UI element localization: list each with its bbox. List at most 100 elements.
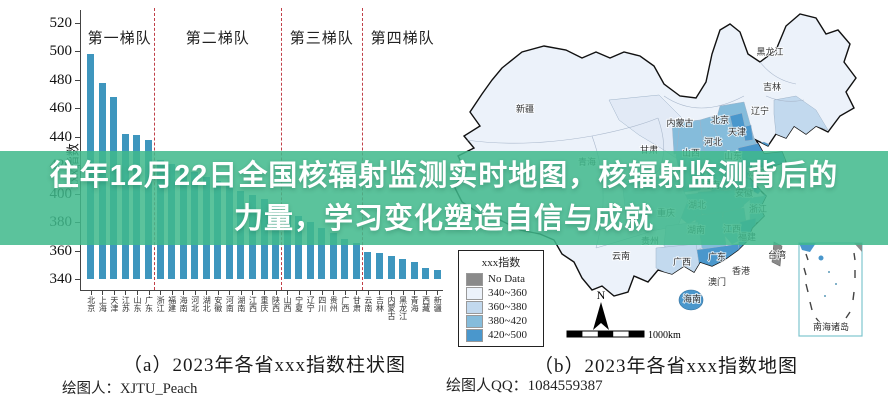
bar [375, 253, 383, 279]
x-category-label: 重庆 [260, 296, 269, 312]
legend-entry: 360~380 [459, 300, 543, 314]
tier-label: 第三梯队 [289, 31, 354, 47]
x-category-label: 青海 [410, 296, 420, 312]
banner-line-1: 往年12月22日全国核辐射监测实时地图，核辐射监测背后的 [49, 160, 839, 192]
y-tick-mark [75, 23, 80, 24]
tier-divider-line [362, 8, 364, 290]
x-category-label: 北京 [86, 296, 96, 312]
x-tick-mark [160, 291, 162, 295]
tier-label: 第二梯队 [185, 31, 250, 47]
province-label: 辽宁 [751, 105, 769, 116]
x-tick-mark [102, 291, 104, 295]
x-tick-mark [321, 291, 323, 295]
x-tick-mark [90, 291, 92, 295]
bar [352, 243, 360, 279]
province-label: 河北 [704, 136, 722, 147]
province-label: 新疆 [516, 103, 534, 114]
province-label: 澳门 [708, 276, 726, 287]
x-tick-mark [252, 291, 254, 295]
x-tick-mark [437, 291, 439, 295]
y-tick-mark [75, 250, 80, 252]
x-category-label: 安徽 [213, 296, 223, 312]
x-category-label: 山西 [283, 296, 293, 312]
x-tick-mark [344, 291, 346, 295]
hainan-island [678, 289, 704, 311]
bar [341, 239, 349, 279]
y-tick-label: 480 [49, 71, 73, 88]
x-category-label: 西藏 [421, 296, 431, 312]
x-tick-mark [356, 291, 358, 295]
legend-entry-label: 380~420 [488, 315, 527, 327]
legend-entry-label: No Data [488, 273, 525, 285]
x-tick-mark [171, 291, 173, 295]
x-tick-mark [264, 291, 265, 295]
y-tick-mark [75, 79, 80, 81]
bar [306, 222, 314, 279]
province-label: 云南 [612, 250, 630, 261]
figure-b-credit: 绘图人QQ：1084559387 [446, 378, 603, 394]
legend-rows: No Data 340~360 360~380 380~420 420~500 [459, 272, 543, 342]
x-category-label: 福建 [167, 296, 177, 312]
bar [295, 216, 303, 279]
province-label: 内蒙古 [666, 117, 693, 128]
legend-entry: 380~420 [459, 314, 543, 328]
map-legend: xxx指数 No Data 340~360 360~380 380~420 420~50… [458, 250, 544, 347]
province-label: 黑龙江 [756, 46, 783, 57]
x-tick-mark [379, 291, 381, 295]
x-tick-mark [333, 291, 335, 295]
y-tick-label: 520 [49, 15, 73, 31]
y-tick-label: 500 [49, 43, 73, 60]
tier-divider-line [154, 8, 156, 290]
bar [422, 267, 430, 279]
x-category-label: 天津 [109, 296, 119, 312]
x-tick-mark [229, 291, 231, 295]
figure-b-caption: （b）2023年各省xxx指数地图 [533, 356, 798, 377]
x-tick-mark [298, 291, 300, 295]
x-tick-mark [402, 291, 404, 295]
x-category-label: 陕西 [271, 296, 281, 312]
province-label: 天津 [728, 127, 746, 137]
bar [318, 227, 326, 279]
x-tick-mark [287, 291, 289, 295]
legend-swatch [466, 328, 483, 342]
x-category-label: 河南 [225, 296, 235, 312]
x-category-label: 辽宁 [306, 296, 316, 312]
x-category-label: 浙江 [156, 296, 166, 312]
x-tick-mark [125, 291, 127, 295]
x-tick-mark [113, 291, 115, 295]
x-tick-mark [310, 291, 312, 295]
legend-entry: No Data [459, 272, 543, 286]
province-label: 吉林 [763, 81, 781, 92]
x-tick-mark [425, 291, 427, 295]
legend-swatch [466, 300, 483, 314]
province-label: 北京 [711, 114, 729, 125]
x-category-label: 内蒙古 [387, 296, 397, 320]
legend-swatch [466, 272, 483, 286]
figure-a-caption: （a）2023年各省xxx指数柱状图 [123, 355, 406, 376]
bar [410, 261, 418, 279]
bar [399, 259, 407, 279]
y-tick-label: 460 [49, 100, 73, 117]
north-arrow: N [593, 288, 609, 330]
legend-entry-label: 420~500 [488, 329, 527, 341]
x-category-label: 湖南 [236, 296, 246, 312]
x-tick-mark [275, 291, 277, 295]
legend-entry: 340~360 [459, 286, 543, 300]
inset-label: 南海诸岛 [813, 321, 849, 332]
legend-swatch [466, 314, 483, 328]
x-category-label: 上海 [98, 296, 108, 312]
scale-bar-label: 1000km [648, 330, 681, 340]
y-tick-label: 360 [49, 242, 73, 259]
tier-label: 第一梯队 [87, 31, 152, 47]
south-china-sea-inset: 南海诸岛 [798, 242, 863, 337]
y-tick-mark [75, 136, 80, 138]
x-category-label: 甘肃 [352, 296, 362, 312]
x-tick-mark [414, 291, 416, 295]
province-label: 海南 [683, 293, 701, 304]
province-label: 广西 [673, 256, 691, 267]
legend-entry-label: 340~360 [488, 287, 527, 299]
x-category-label: 云南 [363, 296, 373, 312]
figure-a-credit: 绘图人：XJTU_Peach [62, 381, 198, 397]
y-tick-mark [75, 108, 80, 110]
